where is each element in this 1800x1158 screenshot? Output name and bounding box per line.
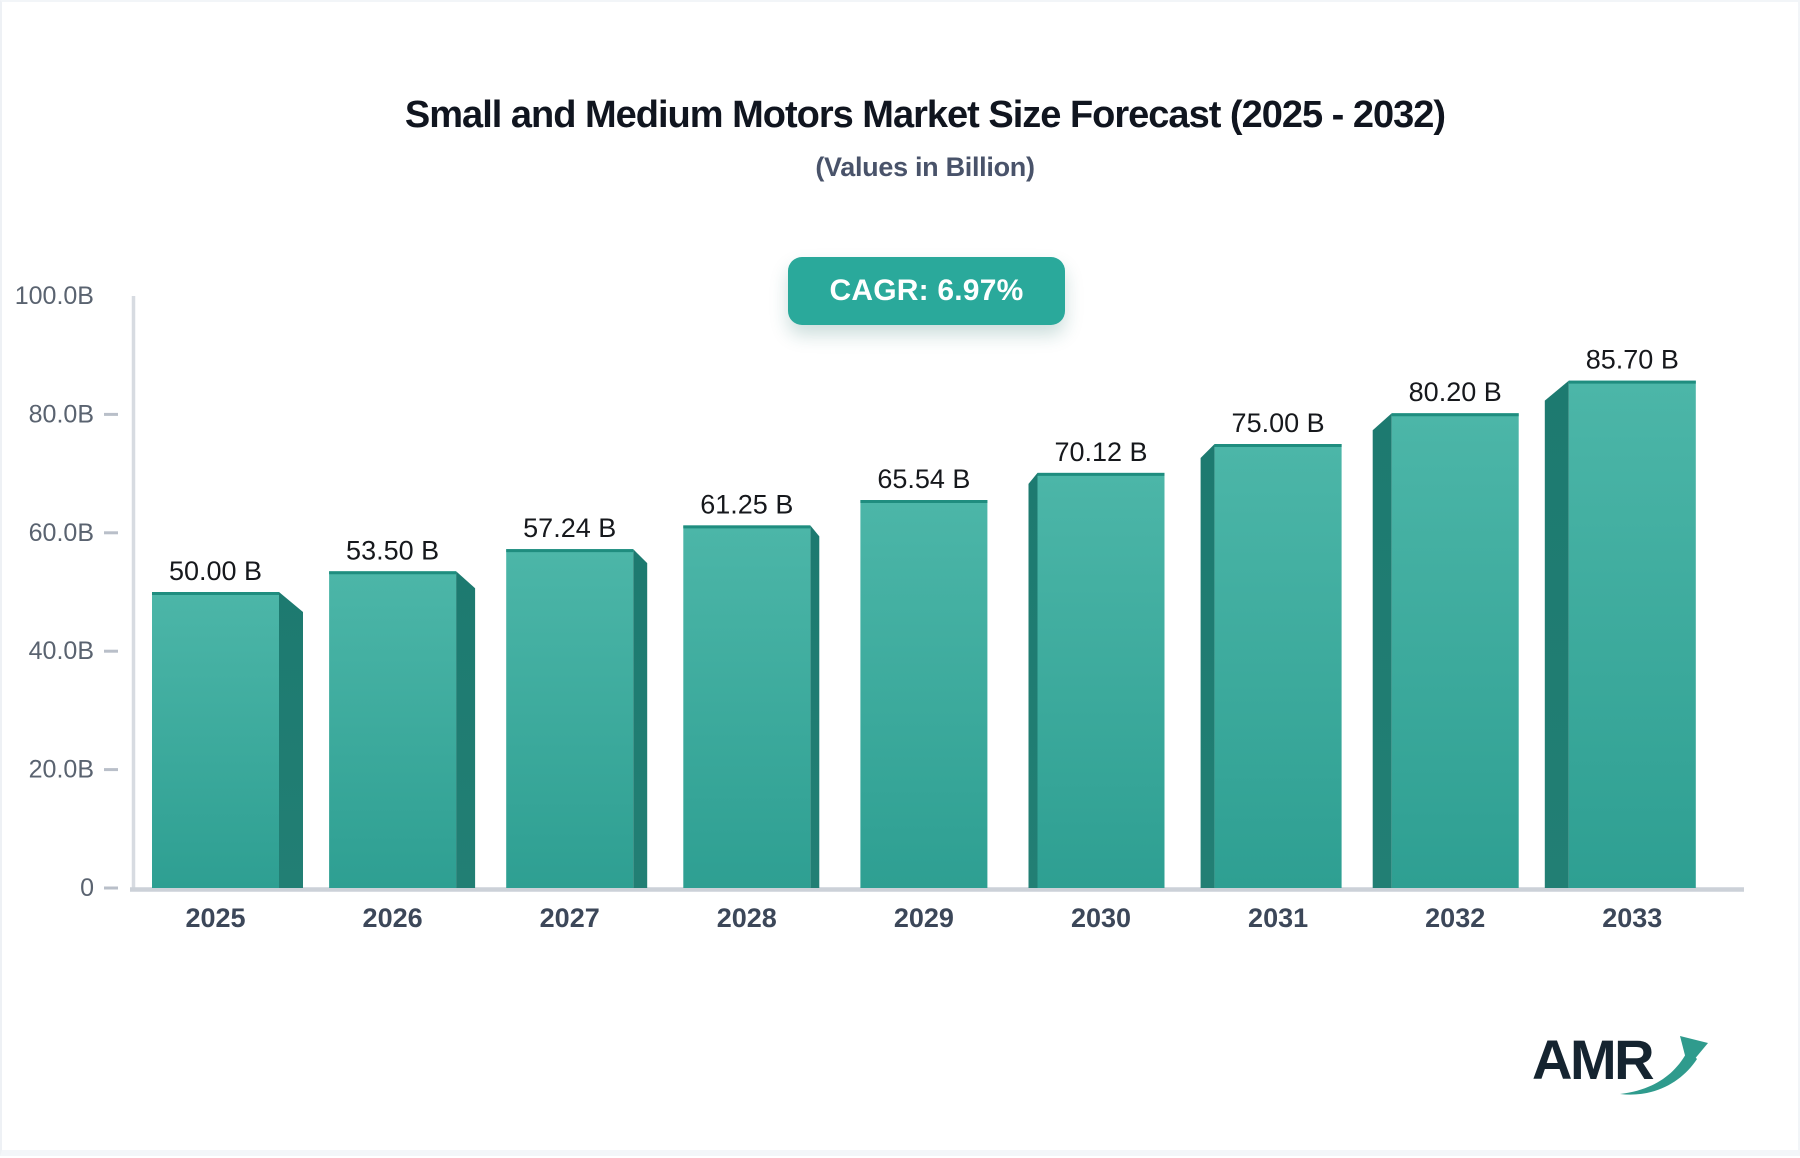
bar-group-2029: 65.54 B 2029 — [860, 464, 988, 933]
growth-arrow-icon — [1620, 1036, 1708, 1095]
bar-2026[interactable] — [329, 571, 457, 888]
bar-side-face — [633, 549, 648, 888]
bar-group-2025: 50.00 B 2025 — [152, 556, 303, 933]
amr-logo-text: AMR — [1532, 1028, 1655, 1091]
bar-2030[interactable] — [1037, 472, 1165, 888]
x-axis-label-2030: 2030 — [1071, 903, 1131, 933]
bar-side-face — [456, 571, 476, 888]
bar-value-label: 75.00 B — [1232, 408, 1325, 438]
x-axis-label-2029: 2029 — [894, 903, 954, 933]
y-tick-label: 20.0B — [29, 756, 94, 784]
bar-side-face — [279, 592, 303, 888]
bar-value-label: 53.50 B — [346, 535, 439, 565]
x-axis-label-2027: 2027 — [540, 903, 600, 933]
x-axis-label-2025: 2025 — [185, 903, 245, 933]
bar-side-face — [1200, 444, 1215, 888]
x-axis-label-2032: 2032 — [1425, 903, 1485, 933]
bar-side-face — [810, 525, 820, 888]
bar-2028[interactable] — [683, 525, 811, 888]
x-axis-label-2028: 2028 — [717, 903, 777, 933]
y-tick-label: 60.0B — [29, 519, 94, 547]
bar-group-2027: 57.24 B 2027 — [506, 513, 648, 933]
bar-2025[interactable] — [152, 592, 279, 888]
chart-subtitle: (Values in Billion) — [815, 152, 1035, 182]
bar-side-face — [1544, 380, 1569, 888]
x-axis-label-2033: 2033 — [1602, 903, 1662, 933]
cagr-badge: CAGR: 6.97% — [788, 257, 1065, 325]
y-tick-label: 0 — [80, 874, 94, 902]
bar-side-face — [1028, 472, 1038, 888]
x-axis-label-2026: 2026 — [363, 903, 423, 933]
bar-2029[interactable] — [860, 500, 988, 888]
bar-group-2030: 70.12 B 2030 — [1028, 437, 1165, 933]
bar-value-label: 85.70 B — [1586, 345, 1679, 375]
bar-side-face — [1372, 413, 1392, 888]
y-tick-label: 40.0B — [29, 637, 94, 665]
bar-group-2028: 61.25 B 2028 — [683, 489, 820, 933]
x-axis-label-2031: 2031 — [1248, 903, 1308, 933]
bar-value-label: 57.24 B — [523, 513, 616, 543]
bar-value-label: 61.25 B — [700, 489, 793, 519]
chart-title: Small and Medium Motors Market Size Fore… — [404, 94, 1446, 136]
bar-group-2032: 80.20 B 2032 — [1372, 377, 1519, 933]
bar-2031[interactable] — [1214, 444, 1342, 888]
bar-value-label: 65.54 B — [877, 464, 970, 494]
bar-2032[interactable] — [1391, 413, 1519, 888]
y-tick-label: 80.0B — [29, 400, 94, 428]
bar-value-label: 50.00 B — [169, 556, 262, 586]
bar-2027[interactable] — [506, 549, 634, 888]
amr-logo: AMR — [1532, 1032, 1712, 1112]
cagr-badge-label: CAGR: 6.97% — [829, 274, 1024, 307]
bar-group-2031: 75.00 B 2031 — [1200, 408, 1342, 933]
bar-group-2026: 53.50 B 2026 — [329, 535, 476, 933]
y-tick-label: 100.0B — [15, 282, 94, 310]
bar-2033[interactable] — [1568, 380, 1696, 888]
bar-group-2033: 85.70 B 2033 — [1544, 345, 1696, 933]
bar-value-label: 70.12 B — [1054, 437, 1147, 467]
bar-value-label: 80.20 B — [1409, 377, 1502, 407]
